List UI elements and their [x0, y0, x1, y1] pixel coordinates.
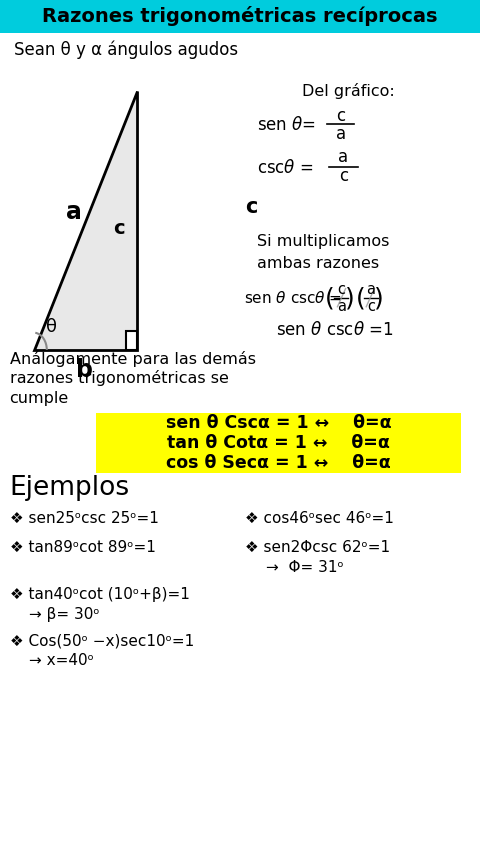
Text: Sean θ y α ángulos agudos: Sean θ y α ángulos agudos	[14, 41, 239, 60]
Text: c: c	[367, 299, 375, 314]
Text: ): )	[374, 286, 384, 310]
Text: (: (	[356, 286, 365, 310]
Text: cumple: cumple	[10, 391, 69, 406]
Text: c: c	[336, 107, 346, 124]
Text: θ: θ	[47, 319, 57, 336]
Text: →  Φ= 31ᵒ: → Φ= 31ᵒ	[266, 560, 344, 575]
Bar	[96, 413, 461, 434]
Text: a: a	[337, 299, 346, 314]
Text: c: c	[338, 168, 348, 185]
Bar	[0, 0, 480, 33]
Polygon shape	[34, 91, 137, 350]
Text: c: c	[245, 197, 257, 218]
Text: razones trigonométricas se: razones trigonométricas se	[10, 371, 228, 386]
Text: ambas razones: ambas razones	[257, 256, 379, 271]
Text: (: (	[325, 286, 335, 310]
Text: ): )	[345, 286, 354, 310]
Text: a: a	[336, 125, 346, 143]
Text: ❖ sen25ᵒcsc 25ᵒ=1: ❖ sen25ᵒcsc 25ᵒ=1	[10, 511, 158, 526]
Text: a: a	[66, 200, 83, 224]
Text: sen $\theta$ csc$\theta$ =1: sen $\theta$ csc$\theta$ =1	[276, 321, 394, 339]
Text: ❖ cos46ᵒsec 46ᵒ=1: ❖ cos46ᵒsec 46ᵒ=1	[245, 511, 394, 526]
Text: a: a	[338, 149, 348, 166]
Text: ❖ tan40ᵒcot (10ᵒ+β)=1: ❖ tan40ᵒcot (10ᵒ+β)=1	[10, 587, 190, 602]
Text: → x=40ᵒ: → x=40ᵒ	[29, 653, 94, 669]
Text: sen θ Cscα = 1 ↔    θ=α: sen θ Cscα = 1 ↔ θ=α	[166, 415, 391, 432]
Text: sen $\theta$ csc$\theta$ =: sen $\theta$ csc$\theta$ =	[244, 290, 342, 306]
Text: Del gráfico:: Del gráfico:	[302, 83, 395, 98]
Bar	[96, 453, 461, 473]
Text: ❖ tan89ᵒcot 89ᵒ=1: ❖ tan89ᵒcot 89ᵒ=1	[10, 540, 156, 556]
Text: c: c	[113, 219, 125, 238]
Text: ❖ sen2Φcsc 62ᵒ=1: ❖ sen2Φcsc 62ᵒ=1	[245, 540, 390, 556]
Text: Análogamente para las demás: Análogamente para las demás	[10, 351, 255, 366]
Text: a: a	[367, 282, 375, 297]
Polygon shape	[126, 331, 137, 350]
Text: → β= 30ᵒ: → β= 30ᵒ	[29, 607, 99, 622]
Text: c: c	[337, 282, 345, 297]
Text: csc$\theta$ =: csc$\theta$ =	[257, 160, 313, 177]
Text: b: b	[75, 358, 93, 382]
Text: ❖ Cos(50ᵒ −x)sec10ᵒ=1: ❖ Cos(50ᵒ −x)sec10ᵒ=1	[10, 633, 194, 649]
Text: Si multiplicamos: Si multiplicamos	[257, 234, 389, 250]
Text: sen $\theta$=: sen $\theta$=	[257, 117, 316, 134]
Text: cos θ Secα = 1 ↔    θ=α: cos θ Secα = 1 ↔ θ=α	[166, 454, 391, 472]
Bar	[96, 433, 461, 454]
Text: Razones trigonométricas recíprocas: Razones trigonométricas recíprocas	[42, 6, 438, 27]
Text: tan θ Cotα = 1 ↔    θ=α: tan θ Cotα = 1 ↔ θ=α	[167, 435, 390, 452]
Text: Ejemplos: Ejemplos	[10, 475, 130, 501]
